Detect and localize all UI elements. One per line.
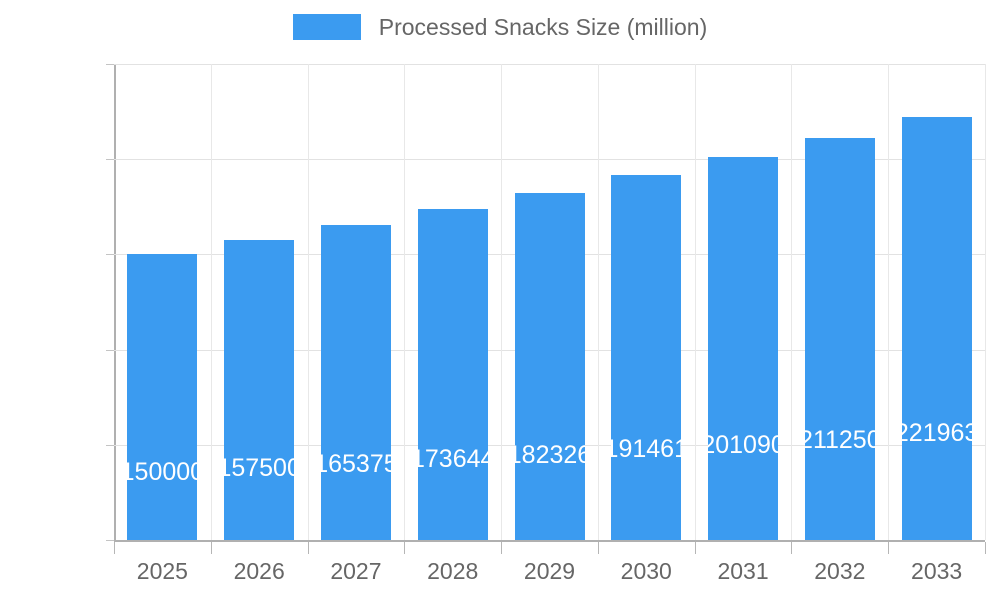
x-axis-tick-label: 2033 [911, 558, 963, 584]
x-axis-line [114, 540, 985, 542]
x-axis-tick-mark [501, 542, 502, 554]
x-axis-tick-mark [308, 542, 309, 554]
bar[interactable]: 201090 [708, 157, 779, 540]
gridline-vertical [501, 64, 502, 540]
gridline-vertical [211, 64, 212, 540]
bar-value-label: 211250 [804, 425, 875, 454]
x-axis-tick-label: 2030 [620, 558, 672, 584]
bar[interactable]: 157500 [224, 240, 295, 540]
y-axis-tick-mark [106, 349, 114, 351]
x-axis-tick-label: 2027 [330, 558, 382, 584]
bar-value-label: 191461 [611, 435, 682, 464]
x-axis-tick-mark [211, 542, 212, 554]
gridline-vertical [404, 64, 405, 540]
x-axis-tick-mark [404, 542, 405, 554]
x-axis-tick-mark [114, 542, 115, 554]
gridline-horizontal [114, 64, 985, 65]
legend-label: Processed Snacks Size (million) [378, 13, 708, 40]
gridline-vertical [598, 64, 599, 540]
bar[interactable]: 182326 [514, 192, 585, 540]
x-axis-tick-label: 2026 [233, 558, 285, 584]
legend-item-processed-snacks-size[interactable]: Processed Snacks Size (million) [292, 13, 708, 40]
x-axis-tick-mark [791, 542, 792, 554]
bar-value-label: 221963 [901, 419, 972, 448]
gridline-vertical [985, 64, 986, 540]
x-axis-tick-mark [598, 542, 599, 554]
x-axis-tick-label: 2031 [717, 558, 769, 584]
gridline-vertical [888, 64, 889, 540]
x-axis-tick-label: 2028 [427, 558, 479, 584]
bar[interactable]: 211250 [804, 137, 875, 540]
y-axis-tick-mark [106, 159, 114, 161]
gridline-horizontal [114, 159, 985, 161]
bar[interactable]: 191461 [611, 175, 682, 540]
x-axis-tick-label: 2032 [814, 558, 866, 584]
y-axis-tick-mark [106, 254, 114, 256]
bar-value-label: 201090 [708, 431, 779, 460]
bar-value-label: 157500 [224, 454, 295, 483]
x-axis-tick-mark [695, 542, 696, 554]
plot-area: 050000100000150000200000250000 202520262… [106, 64, 986, 583]
bar-value-label: 165375 [320, 450, 391, 479]
x-axis-tick-mark [985, 542, 986, 554]
x-axis-tick-label: 2029 [523, 558, 576, 584]
gridline-vertical [695, 64, 696, 540]
x-axis-tick-mark [888, 542, 889, 554]
gridline-vertical [791, 64, 792, 540]
legend-swatch-icon [292, 14, 361, 40]
y-axis-line [114, 64, 116, 540]
y-axis-tick-mark [106, 64, 114, 65]
bar-value-label: 150000 [127, 458, 198, 487]
gridline-vertical [308, 64, 309, 540]
bar[interactable]: 221963 [901, 117, 972, 540]
x-axis-tick-label: 2025 [136, 558, 188, 584]
bar[interactable]: 150000 [127, 254, 198, 540]
bar[interactable]: 173644 [417, 209, 488, 540]
bar[interactable]: 165375 [320, 225, 391, 540]
bar-value-label: 182326 [514, 440, 585, 469]
y-axis-tick-mark [106, 444, 114, 446]
bar-value-label: 173644 [417, 445, 488, 474]
chart-legend: Processed Snacks Size (million) [0, 0, 1000, 54]
y-axis-tick-mark [106, 540, 114, 541]
